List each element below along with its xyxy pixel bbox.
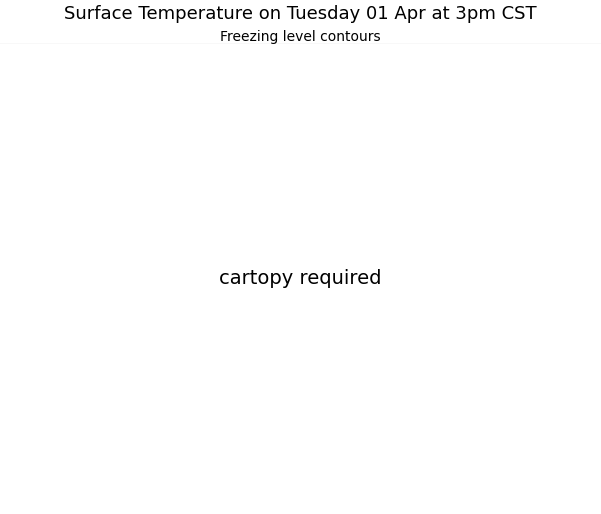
Text: Surface Temperature on Tuesday 01 Apr at 3pm CST: Surface Temperature on Tuesday 01 Apr at… (64, 5, 537, 23)
Text: cartopy required: cartopy required (219, 269, 382, 288)
Text: Freezing level contours: Freezing level contours (220, 30, 381, 44)
